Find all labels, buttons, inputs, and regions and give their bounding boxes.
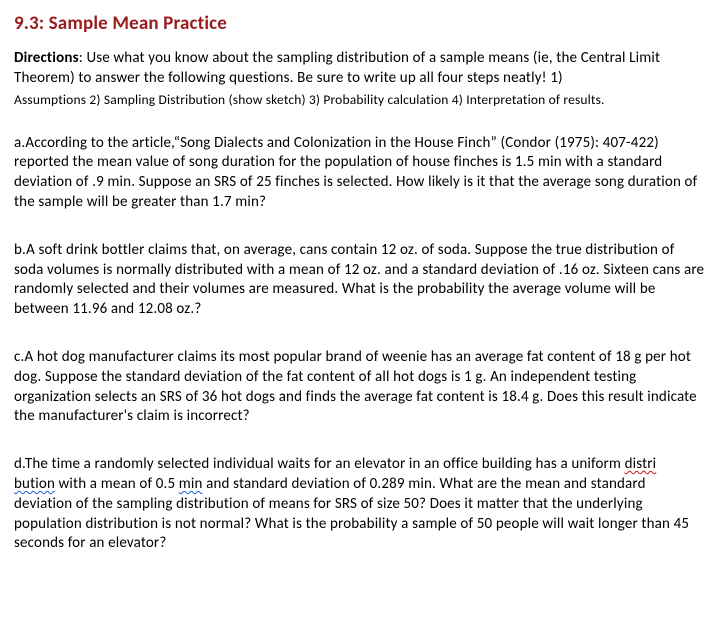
problem-b: b.A soft drink bottler claims that, on a…	[14, 241, 705, 320]
spellcheck-squiggle-min: min	[179, 475, 203, 493]
problem-d: d.The time a randomly selected individua…	[14, 455, 705, 554]
section-title: 9.3: Sample Mean Practice	[14, 12, 705, 35]
spellcheck-squiggle-distri: distri	[625, 455, 657, 473]
spellcheck-squiggle-bution: bution	[14, 475, 55, 493]
problem-d-text-2: with a mean of 0.5	[55, 475, 179, 493]
directions-block: Directions: Use what you know about the …	[14, 49, 705, 89]
directions-body: : Use what you know about the sampling d…	[14, 49, 660, 87]
problem-c: c.A hot dog manufacturer claims its most…	[14, 348, 705, 427]
problem-a: a.According to the article,“Song Dialect…	[14, 134, 705, 213]
problem-d-text-1: d.The time a randomly selected individua…	[14, 455, 625, 473]
directions-sub: Assumptions 2) Sampling Distribution (sh…	[14, 91, 705, 108]
directions-lead: Directions	[14, 49, 79, 67]
